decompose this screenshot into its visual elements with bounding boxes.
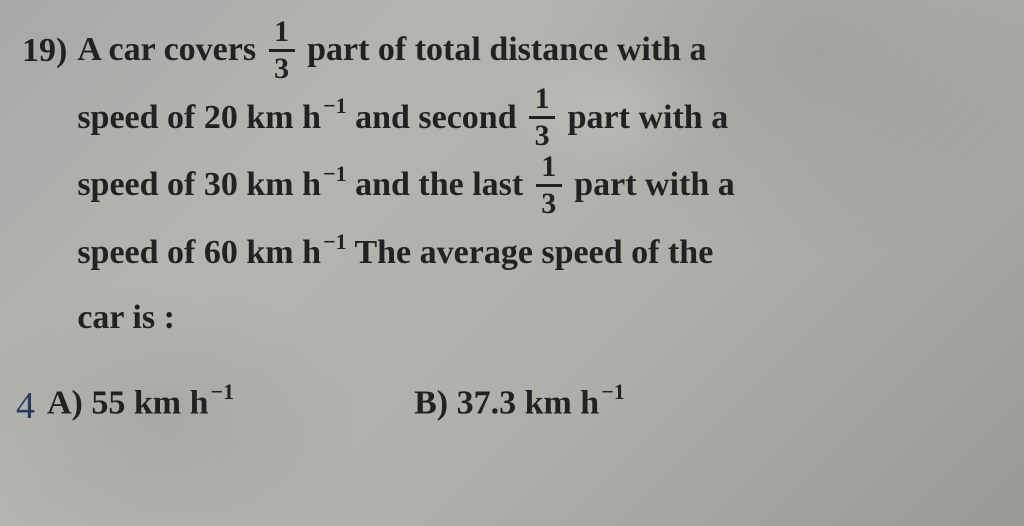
fraction-1: 1 3 (269, 17, 295, 84)
option-b-label: B) 37.3 km h (414, 384, 599, 421)
fraction-denominator: 3 (537, 187, 560, 219)
exponent: −1 (323, 93, 347, 118)
options-row: 4 A) 55 km h−1 B) 37.3 km h−1 (22, 378, 996, 422)
fraction-numerator: 1 (537, 152, 560, 184)
exponent: −1 (211, 379, 235, 404)
fraction-numerator: 1 (270, 17, 293, 49)
text-segment: speed of 20 km h (77, 99, 321, 136)
question-number: 19) (22, 18, 67, 70)
option-b: B) 37.3 km h−1 (414, 381, 625, 422)
text-segment: and second (355, 99, 517, 136)
fraction-denominator: 3 (531, 119, 554, 151)
fraction-3: 1 3 (536, 152, 562, 219)
exponent: −1 (323, 229, 347, 254)
text-segment: part with a (568, 99, 729, 136)
handwritten-mark: 4 (16, 384, 35, 428)
text-segment: A car covers (77, 31, 256, 68)
exponent: −1 (323, 161, 347, 186)
option-a: A) 55 km h−1 (47, 381, 234, 422)
text-segment: and the last (355, 166, 523, 203)
fraction-denominator: 3 (270, 52, 293, 84)
question-block: 19) A car covers 1 3 part of total dista… (22, 18, 996, 422)
text-segment: part with a (574, 166, 735, 203)
text-segment: speed of 30 km h (77, 166, 321, 203)
fraction-numerator: 1 (531, 84, 554, 116)
question-text: A car covers 1 3 part of total distance … (77, 18, 996, 350)
text-segment: part of total distance with a (307, 31, 706, 68)
option-a-label: A) 55 km h (47, 384, 209, 421)
question-row: 19) A car covers 1 3 part of total dista… (22, 18, 996, 350)
text-segment: car is : (77, 299, 175, 336)
fraction-2: 1 3 (529, 84, 555, 151)
text-segment: The average speed of the (354, 234, 713, 271)
text-segment: speed of 60 km h (77, 234, 321, 271)
exponent: −1 (601, 379, 625, 404)
